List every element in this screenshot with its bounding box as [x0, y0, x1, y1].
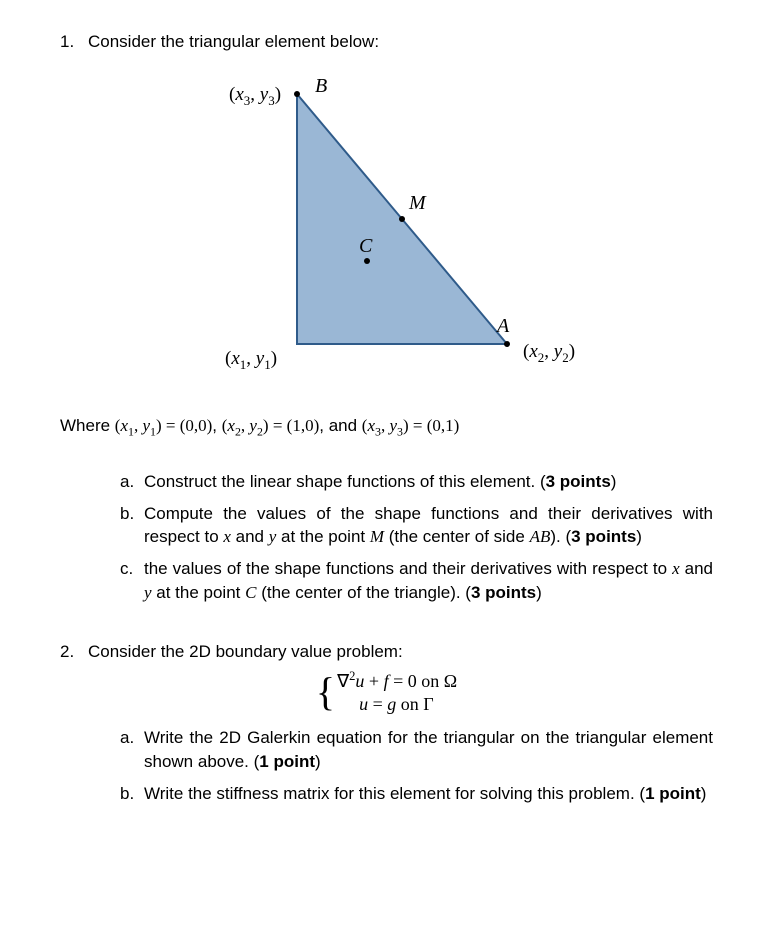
item-1b-post: )	[636, 527, 642, 546]
item-2a-post: )	[315, 752, 321, 771]
where-line: Where (x1, y1) = (0,0), (x2, y2) = (1,0)…	[60, 414, 713, 440]
item-1c-post: )	[536, 583, 542, 602]
item-1c-mid2: at the point	[152, 583, 246, 602]
coord-a: (x2, y2)	[523, 341, 575, 365]
item-1c-var1: x	[672, 559, 680, 578]
label-m: M	[408, 192, 427, 214]
problem-2-header-row: 2. Consider the 2D boundary value proble…	[60, 640, 713, 664]
problem-2-header-text: Consider the 2D boundary value problem:	[88, 640, 713, 664]
label-c: C	[359, 235, 373, 257]
item-1b-text: Compute the values of the shape function…	[144, 502, 713, 550]
item-1a-points: 3 points	[546, 472, 611, 491]
item-1c: c. the values of the shape functions and…	[120, 557, 713, 605]
problem-1-number: 1.	[60, 30, 88, 54]
item-1b-points: 3 points	[571, 527, 636, 546]
equation-line-1: ∇2u + f = 0 on Ω	[337, 668, 457, 693]
item-1b-end: ). (	[550, 527, 571, 546]
problem-1-subitems: a. Construct the linear shape functions …	[60, 470, 713, 605]
problem-2: 2. Consider the 2D boundary value proble…	[60, 640, 713, 806]
problem-2-number: 2.	[60, 640, 88, 664]
vertex-b-dot	[294, 91, 300, 97]
left-brace: {	[316, 672, 335, 712]
item-1c-text: the values of the shape functions and th…	[144, 557, 713, 605]
item-2a: a. Write the 2D Galerkin equation for th…	[120, 726, 713, 774]
item-2b-text: Write the stiffness matrix for this elem…	[144, 782, 713, 806]
item-1b-mid2: at the point	[276, 527, 370, 546]
item-2b-pre: Write the stiffness matrix for this elem…	[144, 784, 645, 803]
coord-origin: (x1, y1)	[225, 348, 277, 372]
problem-1: 1. Consider the triangular element below…	[60, 30, 713, 605]
brace-container: { ∇2u + f = 0 on Ω u = g on Γ	[316, 668, 457, 717]
item-1c-letter: c.	[120, 557, 144, 605]
label-a: A	[495, 315, 510, 337]
equation-line-2: u = g on Γ	[337, 693, 457, 716]
item-2a-text: Write the 2D Galerkin equation for the t…	[144, 726, 713, 774]
item-1c-var2: y	[144, 583, 152, 602]
item-2b-post: )	[701, 784, 707, 803]
item-2a-pre: Write the 2D Galerkin equation for the t…	[144, 728, 713, 771]
item-2b-points: 1 point	[645, 784, 701, 803]
problem-1-header-row: 1. Consider the triangular element below…	[60, 30, 713, 54]
item-1b-letter: b.	[120, 502, 144, 550]
coord-b: (x3, y3)	[229, 84, 281, 108]
item-1b-var1: x	[223, 527, 231, 546]
item-1b-mid3: (the center of side	[384, 527, 530, 546]
item-1a-letter: a.	[120, 470, 144, 494]
item-1b: b. Compute the values of the shape funct…	[120, 502, 713, 550]
point-m-dot	[399, 216, 405, 222]
brace-content: ∇2u + f = 0 on Ω u = g on Γ	[337, 668, 457, 717]
item-1b-var3: M	[370, 527, 384, 546]
item-1b-var4: AB	[530, 527, 551, 546]
vertex-a-dot	[504, 341, 510, 347]
label-b: B	[315, 75, 327, 97]
item-1c-points: 3 points	[471, 583, 536, 602]
bvp-equation: { ∇2u + f = 0 on Ω u = g on Γ	[60, 668, 713, 717]
point-c-dot	[364, 258, 370, 264]
item-1c-pre: the values of the shape functions and th…	[144, 559, 672, 578]
triangle-svg: B (x3, y3) M C A (x2, y2) (x1, y1)	[177, 74, 597, 384]
item-1c-mid3: (the center of the triangle). (	[256, 583, 471, 602]
item-2b: b. Write the stiffness matrix for this e…	[120, 782, 713, 806]
item-1c-var3: C	[245, 583, 256, 602]
triangle-figure: B (x3, y3) M C A (x2, y2) (x1, y1)	[60, 74, 713, 384]
item-1a: a. Construct the linear shape functions …	[120, 470, 713, 494]
item-1c-mid1: and	[680, 559, 713, 578]
item-1b-mid1: and	[231, 527, 269, 546]
item-1a-text: Construct the linear shape functions of …	[144, 470, 713, 494]
item-2a-points: 1 point	[259, 752, 315, 771]
item-1a-pre: Construct the linear shape functions of …	[144, 472, 546, 491]
item-2b-letter: b.	[120, 782, 144, 806]
problem-1-header-text: Consider the triangular element below:	[88, 30, 713, 54]
item-1a-post: )	[611, 472, 617, 491]
item-2a-letter: a.	[120, 726, 144, 774]
problem-2-subitems: a. Write the 2D Galerkin equation for th…	[60, 726, 713, 805]
